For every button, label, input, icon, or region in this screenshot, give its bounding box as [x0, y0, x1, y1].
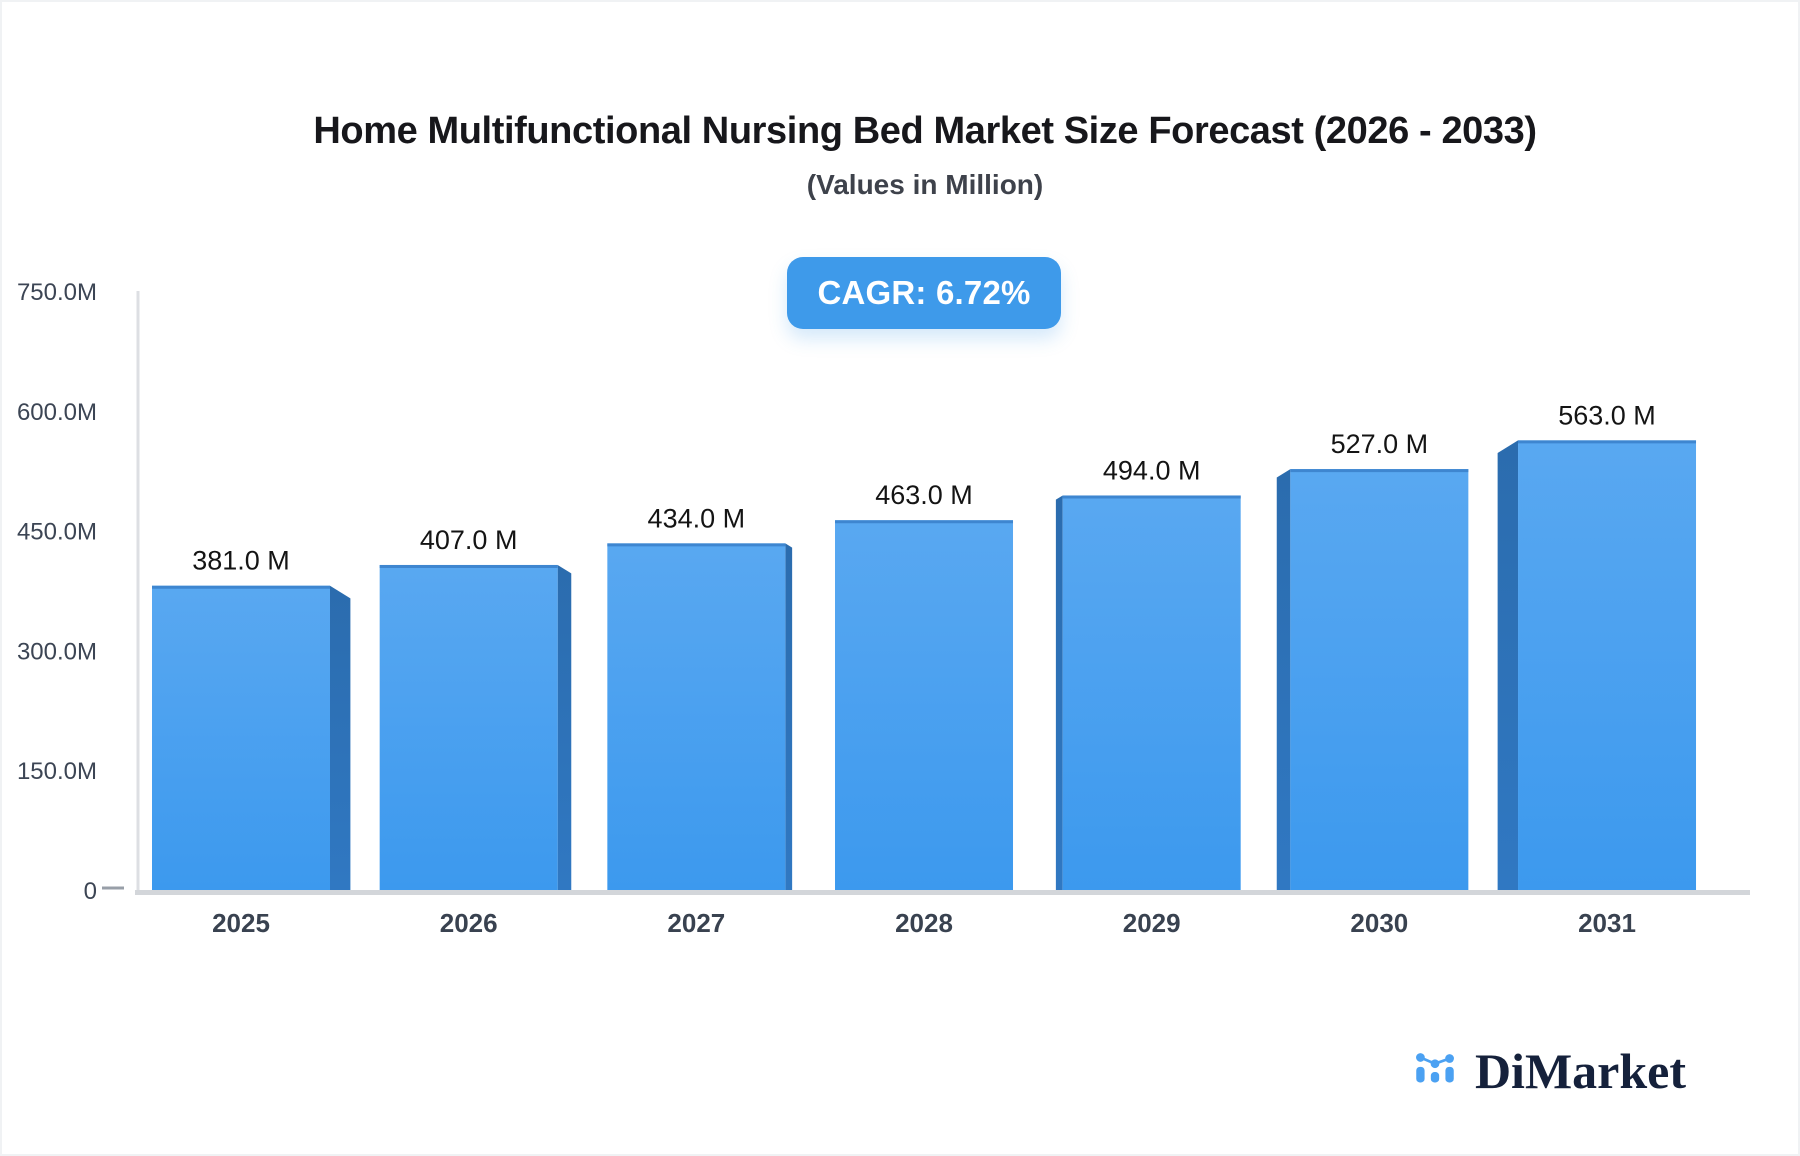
y-tick-label: 750.0M [17, 279, 97, 306]
chart-title: Home Multifunctional Nursing Bed Market … [313, 110, 1537, 152]
y-tick-label: 150.0M [17, 758, 97, 785]
chart-subtitle: (Values in Million) [806, 169, 1044, 200]
bar-side-face [1055, 495, 1063, 890]
bar [607, 543, 786, 890]
y-tick-label: 0 [84, 878, 97, 905]
bar-side-face [557, 564, 572, 890]
bar-value-label: 407.0 M [420, 525, 518, 555]
x-tick-label: 2026 [440, 908, 498, 938]
bar-value-label: 527.0 M [1331, 429, 1429, 459]
bar-side-face [1276, 469, 1291, 890]
bar [1518, 440, 1697, 890]
bar [1290, 469, 1469, 890]
x-tick-label: 2029 [1123, 908, 1181, 938]
brand-name: DiMarket [1474, 1043, 1686, 1099]
bar-side-face [330, 585, 351, 890]
bar-side-face [1497, 440, 1519, 890]
x-tick-label: 2031 [1578, 908, 1636, 938]
bar [835, 520, 1014, 890]
chart-header: Home Multifunctional Nursing Bed Market … [52, 110, 1798, 201]
bar [1062, 495, 1241, 890]
bar-value-label: 381.0 M [192, 546, 290, 576]
y-tick-label: 600.0M [17, 399, 97, 426]
x-tick-label: 2030 [1350, 908, 1408, 938]
x-tick-label: 2025 [212, 908, 270, 938]
brand-logo: DiMarket [1410, 1046, 1686, 1096]
y-tick-label: 300.0M [17, 638, 97, 665]
cagr-badge: CAGR: 6.72% [787, 257, 1061, 329]
bar-side-face [785, 543, 793, 890]
x-tick-label: 2027 [667, 908, 725, 938]
brand-chart-icon [1415, 1053, 1454, 1083]
bar-value-label: 494.0 M [1103, 455, 1201, 485]
bar [152, 585, 330, 890]
bar-value-label: 563.0 M [1558, 400, 1656, 430]
bar [379, 564, 558, 890]
bar-value-label: 434.0 M [648, 503, 746, 533]
x-tick-label: 2028 [895, 908, 953, 938]
bar-value-label: 463.0 M [875, 480, 973, 510]
y-tick-label: 450.0M [17, 519, 97, 546]
